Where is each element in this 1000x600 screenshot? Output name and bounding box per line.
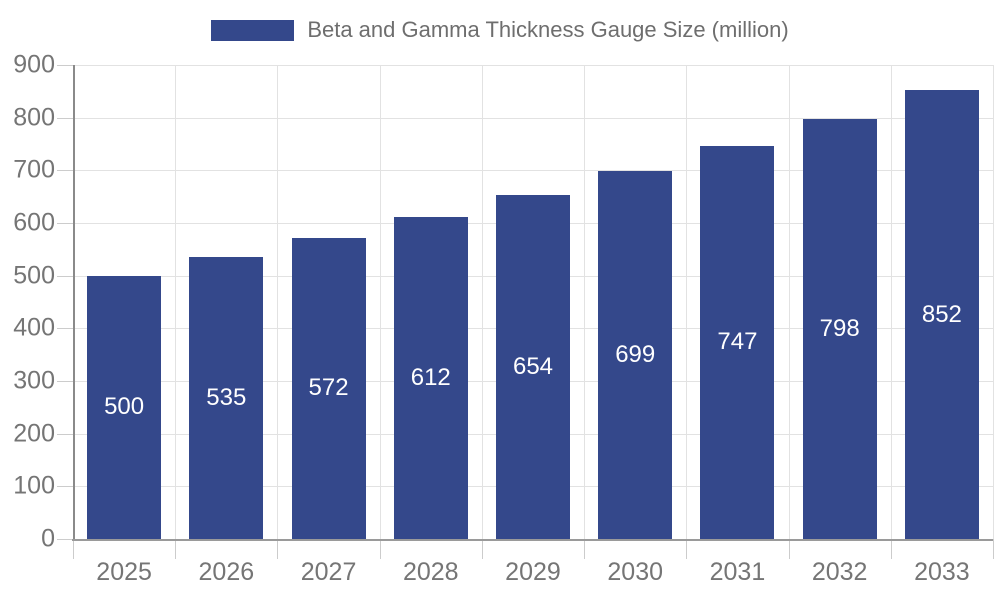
y-axis-tick <box>57 65 73 66</box>
bar: 500 <box>87 275 162 539</box>
bar-value-label: 612 <box>410 363 451 391</box>
x-gridline <box>380 65 381 539</box>
x-axis-tick-label: 2032 <box>811 558 868 586</box>
y-axis-tick <box>57 170 73 172</box>
x-axis-tick-label: 2030 <box>607 558 664 586</box>
y-axis-tick-label: 700 <box>13 155 55 184</box>
y-axis-tick <box>57 381 73 382</box>
x-axis-tick <box>73 539 74 559</box>
x-axis-tick-label: 2028 <box>402 558 459 586</box>
x-axis-tick <box>277 539 278 559</box>
bar: 535 <box>189 257 264 539</box>
x-axis-tick-label: 2026 <box>198 558 255 586</box>
y-axis-tick-label: 500 <box>13 261 55 290</box>
x-axis-tick <box>686 539 687 559</box>
x-gridline <box>584 65 585 539</box>
y-axis-tick-label: 0 <box>41 524 55 553</box>
x-axis-line <box>72 539 993 541</box>
x-axis-tick <box>993 539 994 559</box>
y-gridline <box>73 65 993 66</box>
x-axis-tick-label: 2027 <box>300 558 357 586</box>
legend-swatch[interactable] <box>211 19 295 41</box>
x-axis-tick <box>380 539 381 559</box>
x-axis-tick <box>891 539 892 559</box>
y-axis-tick-label: 800 <box>13 103 55 132</box>
plot-area: 0 100 200 300 400 500 600 700 800 900 500 2025 535 20… <box>13 52 994 585</box>
x-gridline <box>482 65 483 539</box>
y-axis-tick <box>57 223 73 224</box>
x-gridline <box>891 65 892 539</box>
bar-value-label: 572 <box>308 374 349 402</box>
y-gridline <box>73 117 993 119</box>
y-axis-tick <box>57 486 73 488</box>
x-axis-tick <box>175 539 176 559</box>
y-axis-tick-label: 100 <box>13 471 55 500</box>
x-gridline <box>789 65 790 539</box>
x-gridline <box>277 65 278 539</box>
bar-value-label: 654 <box>512 352 554 380</box>
y-axis-tick <box>57 275 73 277</box>
x-gridline <box>686 65 687 539</box>
y-axis-tick-label: 200 <box>13 419 55 448</box>
legend: Beta and Gamma Thickness Gauge Size (mil… <box>0 17 1000 43</box>
bar: 798 <box>802 118 877 539</box>
y-axis-tick-label: 600 <box>13 208 55 237</box>
x-axis-tick <box>789 539 790 559</box>
bar: 699 <box>598 170 673 539</box>
x-axis-tick-label: 2025 <box>96 558 152 586</box>
bar-value-label: 500 <box>104 393 145 421</box>
bar: 654 <box>496 194 570 539</box>
bar: 572 <box>291 237 366 539</box>
bar-value-label: 798 <box>819 314 860 342</box>
legend-label[interactable]: Beta and Gamma Thickness Gauge Size (mil… <box>307 17 789 42</box>
y-axis-tick <box>57 117 73 119</box>
x-axis-tick <box>584 539 585 559</box>
x-axis-tick-label: 2033 <box>914 558 970 586</box>
bar-value-label: 747 <box>717 328 758 356</box>
x-gridline <box>993 65 994 539</box>
y-axis-line <box>73 65 75 539</box>
y-axis-tick <box>57 328 73 330</box>
bar: 747 <box>700 145 775 539</box>
bar-value-label: 699 <box>615 340 656 368</box>
x-axis-tick <box>482 539 483 559</box>
x-axis-tick-label: 2029 <box>505 558 561 586</box>
y-axis-tick-label: 300 <box>13 366 55 395</box>
bar: 612 <box>393 216 468 539</box>
bar: 852 <box>904 90 979 539</box>
y-gridline <box>73 170 993 172</box>
bar-value-label: 535 <box>206 384 247 412</box>
y-axis-tick <box>57 433 73 435</box>
y-axis-tick-label: 900 <box>13 50 55 79</box>
bar-value-label: 852 <box>921 300 962 328</box>
x-gridline <box>175 65 176 539</box>
y-axis-tick-label: 400 <box>13 313 55 342</box>
x-axis-tick-label: 2031 <box>709 558 766 586</box>
y-axis-tick <box>57 539 73 540</box>
